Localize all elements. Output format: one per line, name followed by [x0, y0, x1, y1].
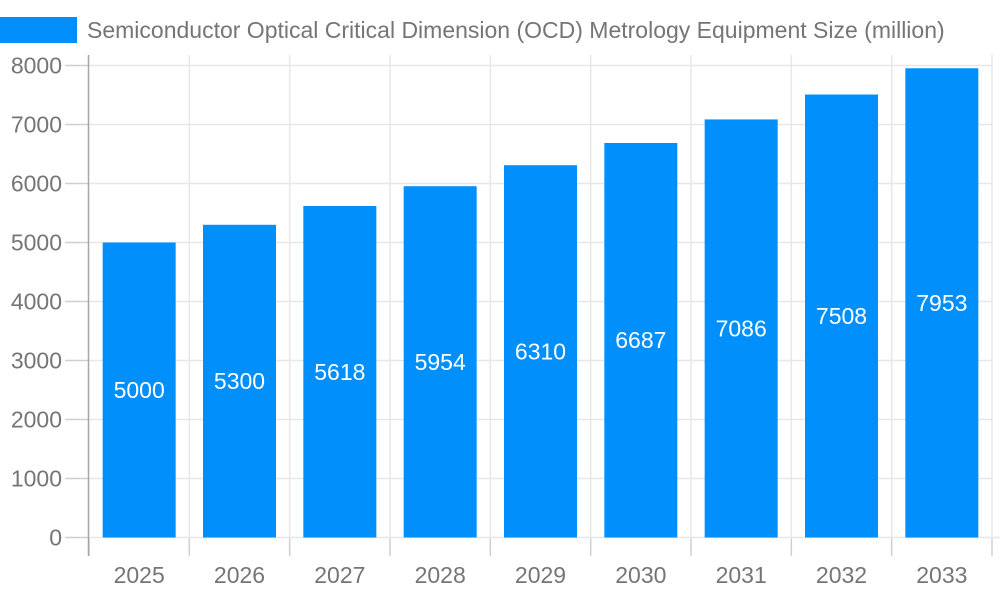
x-axis-tick-label: 2026	[214, 562, 265, 588]
bar-2031	[704, 119, 778, 538]
x-axis-tick-label: 2028	[415, 562, 466, 588]
y-axis-tick-label: 3000	[11, 348, 62, 374]
bar-2027	[303, 206, 377, 538]
bar-value-label: 7953	[916, 290, 967, 316]
x-axis-tick-label: 2033	[916, 562, 967, 588]
y-axis-tick-label: 6000	[11, 171, 62, 197]
bar-value-label: 6310	[515, 338, 566, 364]
bar-2025	[102, 242, 176, 538]
bar-2033	[905, 68, 979, 538]
bar-2030	[604, 142, 678, 538]
bar-2029	[504, 165, 577, 538]
x-axis-tick-label: 2032	[816, 562, 867, 588]
y-axis-tick-label: 7000	[11, 112, 62, 138]
legend-item[interactable]: Semiconductor Optical Critical Dimension…	[0, 17, 945, 43]
y-axis-tick-label: 0	[49, 525, 62, 551]
bar-value-label: 5300	[214, 368, 265, 394]
bar-value-label: 5618	[314, 359, 365, 385]
x-axis-tick-label: 2031	[716, 562, 767, 588]
y-axis-tick-label: 2000	[11, 407, 62, 433]
bar-value-label: 7508	[816, 303, 867, 329]
y-axis-tick-label: 5000	[11, 230, 62, 256]
bar-value-label: 5954	[415, 349, 466, 375]
bar-2032	[805, 94, 878, 538]
y-axis-tick-label: 4000	[11, 289, 62, 315]
bar-2026	[203, 224, 276, 538]
x-axis-tick-label: 2030	[615, 562, 666, 588]
bar-value-label: 7086	[716, 315, 767, 341]
legend-series-label: Semiconductor Optical Critical Dimension…	[87, 17, 945, 43]
y-axis-tick-label: 8000	[11, 53, 62, 79]
x-axis-tick-label: 2027	[314, 562, 365, 588]
x-axis-tick-label: 2029	[515, 562, 566, 588]
bar-value-label: 5000	[114, 377, 165, 403]
bar-2028	[403, 186, 477, 538]
x-axis-tick-label: 2025	[114, 562, 165, 588]
bar-value-label: 6687	[615, 327, 666, 353]
legend-swatch-icon	[0, 17, 77, 43]
y-axis-tick-label: 1000	[11, 466, 62, 492]
